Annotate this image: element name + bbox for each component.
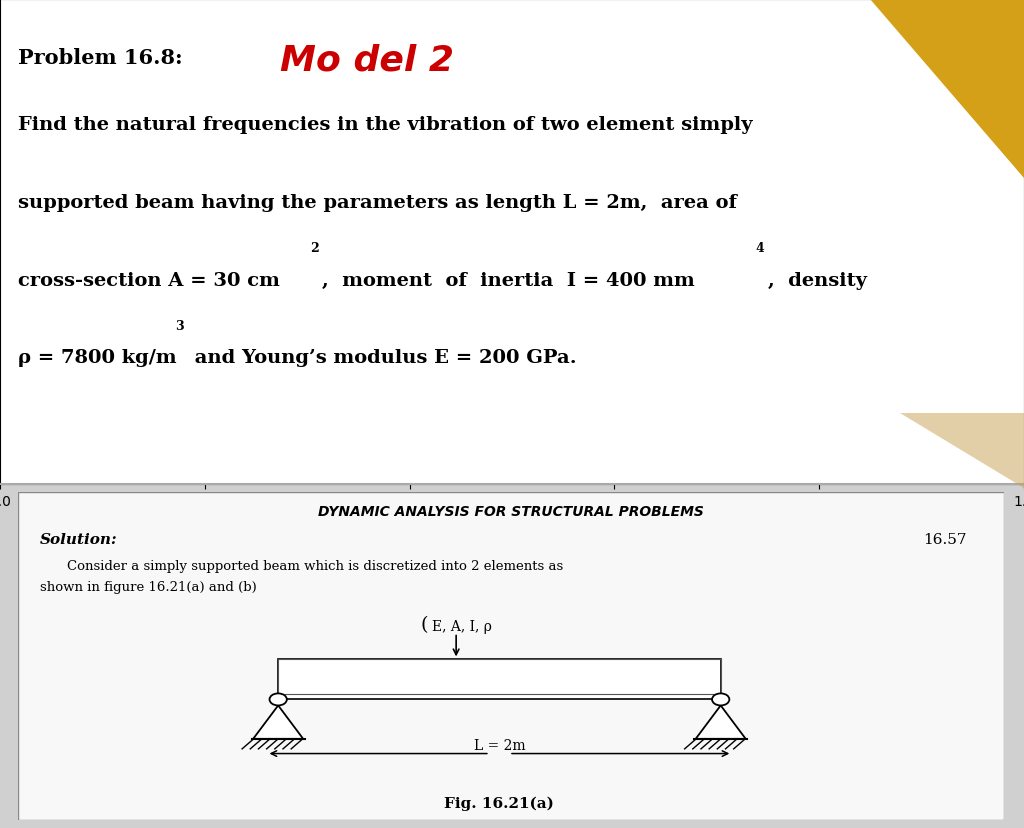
- Text: Mo del 2: Mo del 2: [280, 44, 454, 78]
- Bar: [279, 660, 721, 700]
- Text: ρ = 7800 kg/m: ρ = 7800 kg/m: [18, 349, 176, 367]
- Text: ,  moment  of  inertia  I = 400 mm: , moment of inertia I = 400 mm: [322, 272, 694, 289]
- Text: 4: 4: [755, 242, 764, 255]
- Text: E, A, I, ρ: E, A, I, ρ: [432, 619, 492, 633]
- Bar: [279, 660, 721, 694]
- Text: DYNAMIC ANALYSIS FOR STRUCTURAL PROBLEMS: DYNAMIC ANALYSIS FOR STRUCTURAL PROBLEMS: [318, 505, 703, 518]
- Text: Problem 16.8:: Problem 16.8:: [18, 48, 182, 69]
- Text: 16.57: 16.57: [923, 532, 967, 546]
- Circle shape: [712, 694, 729, 705]
- Text: (: (: [421, 615, 428, 633]
- Polygon shape: [695, 705, 745, 739]
- Polygon shape: [253, 705, 303, 739]
- Text: supported beam having the parameters as length L = 2m,  area of: supported beam having the parameters as …: [18, 194, 737, 212]
- Text: Fig. 16.21(a): Fig. 16.21(a): [444, 796, 554, 810]
- Text: L = 2m: L = 2m: [474, 739, 525, 753]
- Text: ,  density: , density: [768, 272, 867, 289]
- Polygon shape: [870, 0, 1024, 179]
- Text: and Young’s modulus E = 200 GPa.: and Young’s modulus E = 200 GPa.: [188, 349, 577, 367]
- Text: cross-section A = 30 cm: cross-section A = 30 cm: [18, 272, 280, 289]
- Text: Solution:: Solution:: [40, 532, 117, 546]
- Text: shown in figure 16.21(a) and (b): shown in figure 16.21(a) and (b): [40, 580, 256, 594]
- Circle shape: [269, 694, 287, 705]
- Text: Consider a simply supported beam which is discretized into 2 elements as: Consider a simply supported beam which i…: [67, 560, 563, 572]
- Polygon shape: [900, 413, 1024, 489]
- Text: 2: 2: [310, 242, 318, 255]
- Text: 3: 3: [175, 320, 183, 333]
- Text: Find the natural frequencies in the vibration of two element simply: Find the natural frequencies in the vibr…: [18, 116, 753, 134]
